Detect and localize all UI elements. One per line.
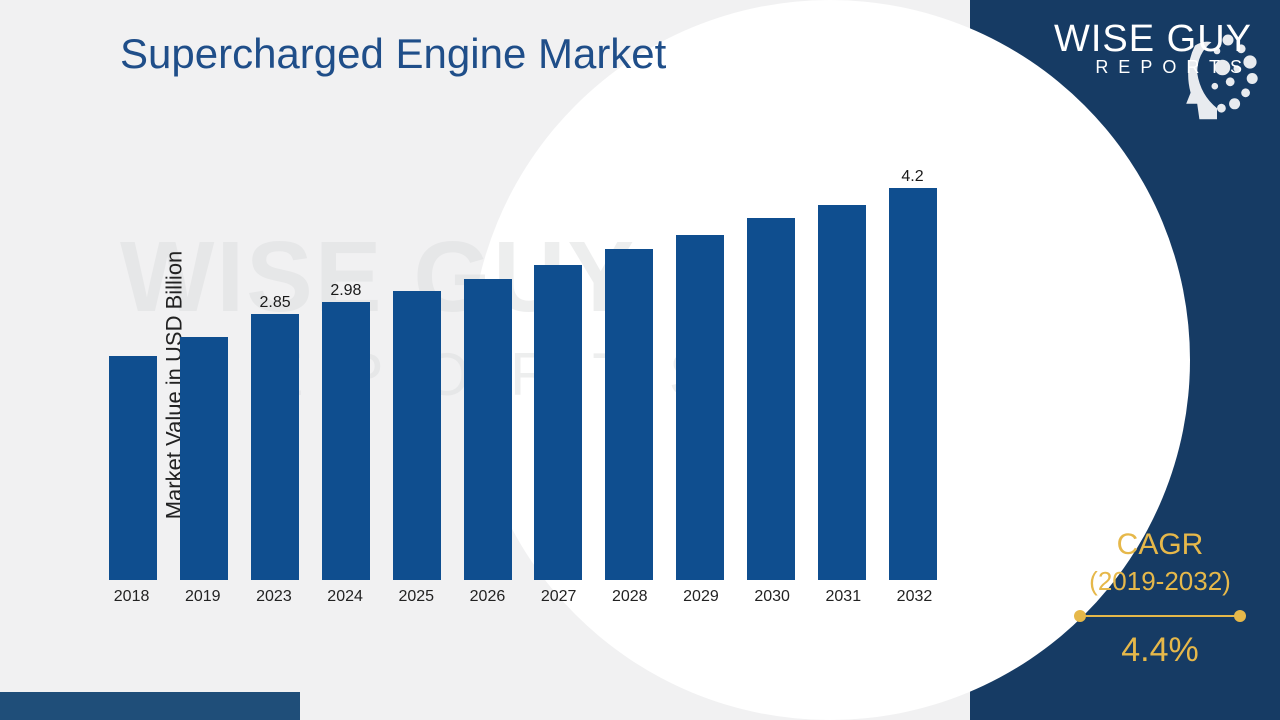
bar-slot [594, 160, 665, 580]
cagr-panel: CAGR (2019-2032) 4.4% [1040, 528, 1280, 670]
bar [818, 205, 866, 580]
brand-logo: WISE GUY REPORTS [1054, 18, 1252, 78]
page-root: WISE GUY REPORTS Supercharged Engine Mar… [0, 0, 1280, 720]
bar-slot: 2.98 [310, 160, 381, 580]
bar-value-label: 2.85 [259, 294, 290, 312]
x-tick-label: 2029 [665, 582, 736, 612]
bar [393, 291, 441, 580]
cagr-label: CAGR [1040, 528, 1280, 562]
bar-slot [523, 160, 594, 580]
x-tick-label: 2024 [310, 582, 381, 612]
cagr-value: 4.4% [1040, 631, 1280, 670]
x-tick-label: 2018 [96, 582, 167, 612]
x-tick-label: 2025 [381, 582, 452, 612]
bar-slot [169, 160, 240, 580]
bar-slot [735, 160, 806, 580]
bar-slot [665, 160, 736, 580]
x-tick-label: 2031 [808, 582, 879, 612]
x-tick-label: 2019 [167, 582, 238, 612]
bar-value-label: 4.2 [901, 168, 923, 186]
bar [251, 314, 299, 580]
bottom-accent-band [0, 692, 300, 720]
bar [322, 302, 370, 580]
bar-slot: 2.85 [240, 160, 311, 580]
bar [747, 218, 795, 580]
bar-slot [98, 160, 169, 580]
bar [676, 235, 724, 580]
bar [605, 249, 653, 580]
x-tick-label: 2030 [737, 582, 808, 612]
bar-slot: 4.2 [877, 160, 948, 580]
bar [534, 265, 582, 580]
x-tick-label: 2026 [452, 582, 523, 612]
chart-title: Supercharged Engine Market [120, 30, 666, 78]
plot-area: 2.85 2.98 4.2 [96, 160, 950, 580]
bar-slot [806, 160, 877, 580]
cagr-range: (2019-2032) [1040, 566, 1280, 597]
bar [464, 279, 512, 580]
bar [180, 337, 228, 580]
x-tick-label: 2032 [879, 582, 950, 612]
x-tick-label: 2023 [238, 582, 309, 612]
bar-slot [381, 160, 452, 580]
x-tick-label: 2028 [594, 582, 665, 612]
bar [889, 188, 937, 580]
brain-head-icon [1162, 18, 1272, 128]
chart-region: Market Value in USD Billion 2.852.984.2 … [50, 160, 950, 610]
bar-slot [452, 160, 523, 580]
bar [109, 356, 157, 580]
cagr-divider [1080, 615, 1240, 617]
bars-container: 2.85 2.98 4.2 [96, 160, 950, 580]
x-tick-label: 2027 [523, 582, 594, 612]
x-axis-ticks: 2018201920232024202520262027202820292030… [96, 582, 950, 612]
bar-value-label: 2.98 [330, 282, 361, 300]
